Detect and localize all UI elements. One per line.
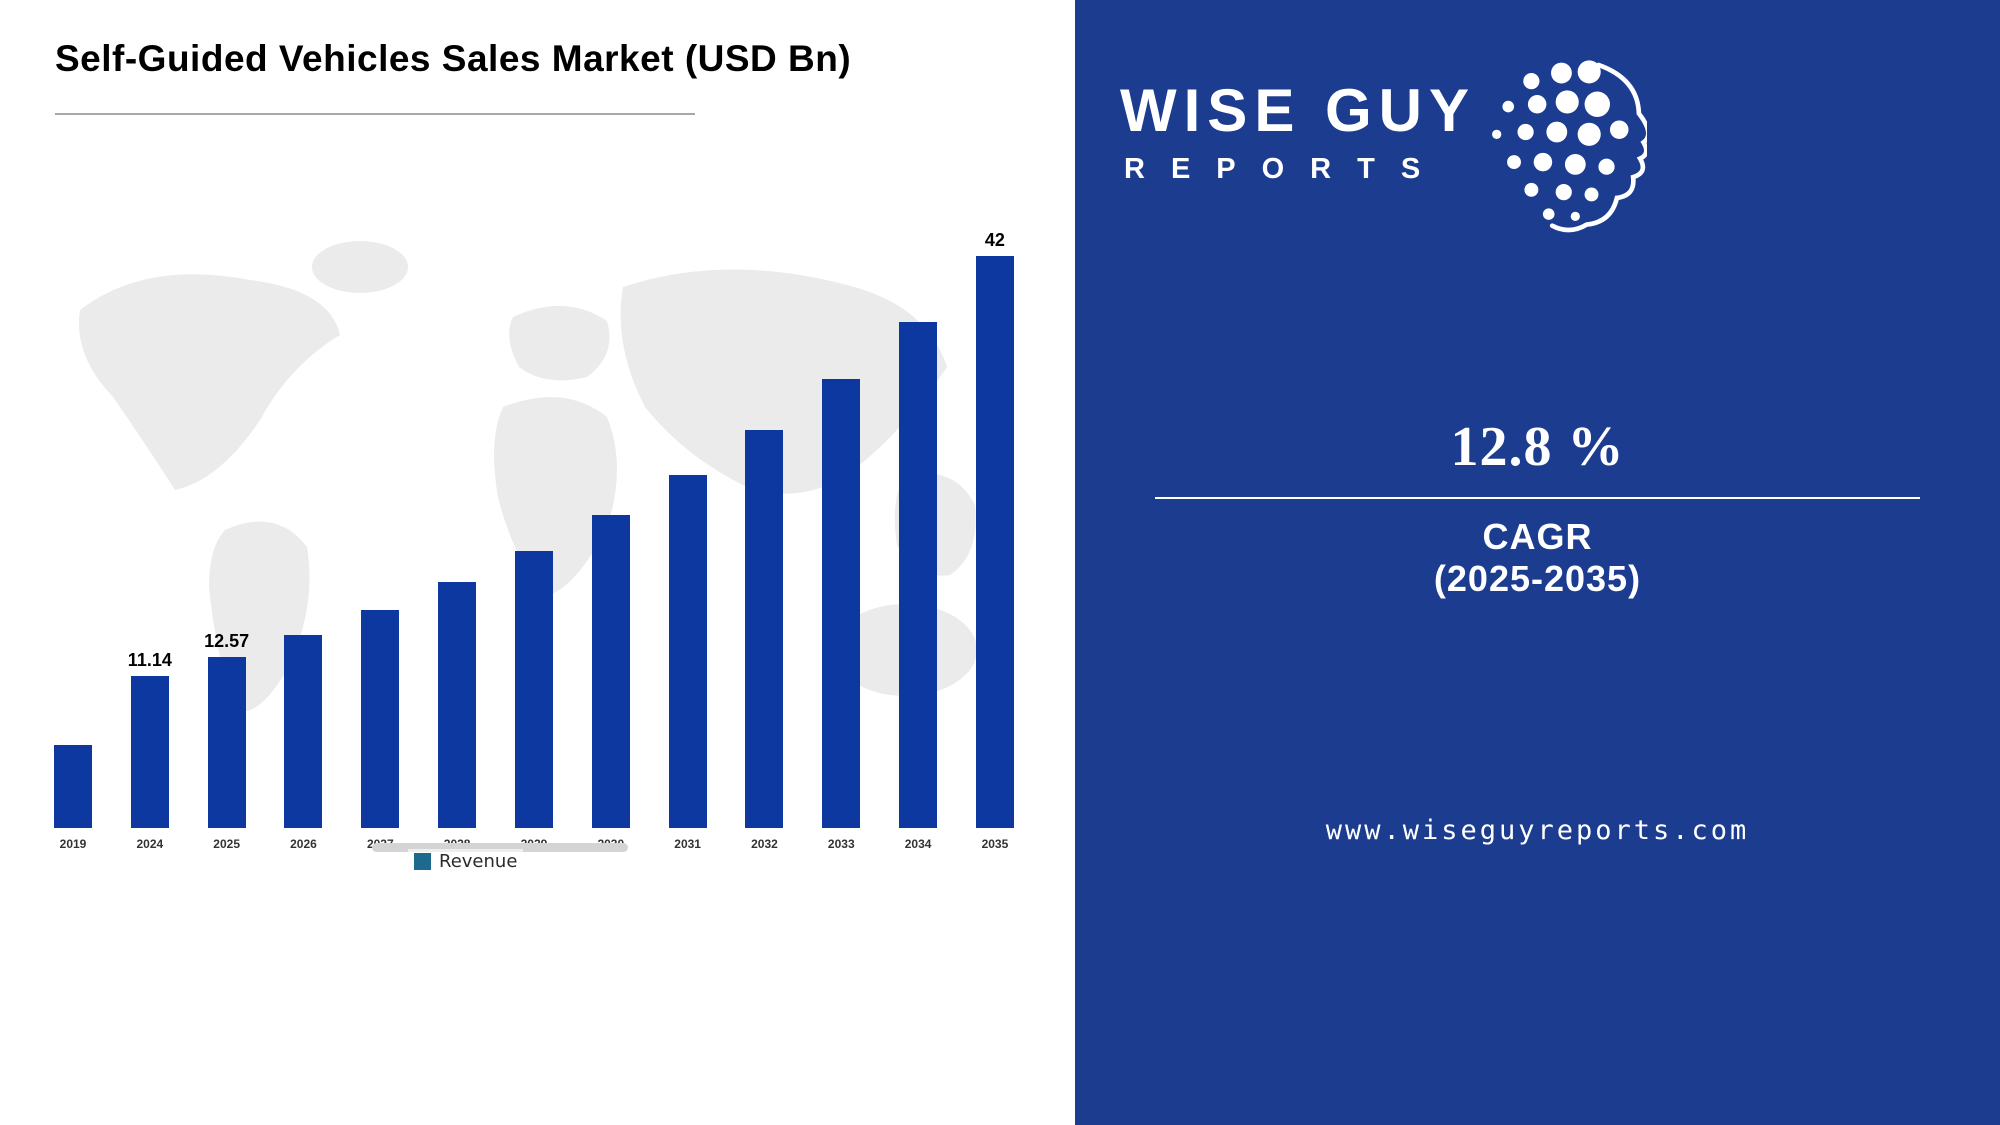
bar	[591, 515, 630, 828]
bar-year-label: 2033	[827, 837, 855, 851]
bar	[54, 745, 92, 828]
logo-line1: WISE GUY	[1120, 77, 1477, 144]
bar-year-label: 2031	[674, 837, 701, 851]
bar-column: 2029	[511, 551, 557, 852]
legend-label: Revenue	[439, 851, 518, 872]
bar-year-label: 2024	[136, 837, 164, 851]
bar	[822, 379, 861, 828]
bar	[899, 322, 938, 828]
bar-column: 2032	[741, 430, 787, 852]
bar	[284, 635, 323, 828]
bar-column: 2019	[50, 745, 96, 852]
bar-year-label: 2026	[290, 837, 317, 851]
bar-year-label: 2034	[904, 837, 932, 851]
cagr-divider	[1155, 497, 1920, 499]
bar-year-label: 2035	[981, 837, 1009, 851]
bar-chart: 2019 11.14 2024 12.57 2025 2026 2027 2028 2029 20…	[50, 192, 1018, 852]
bar	[207, 657, 246, 828]
bar	[361, 610, 400, 828]
bar-column: 42 2035	[972, 230, 1018, 852]
bar	[438, 582, 477, 828]
bar	[975, 256, 1014, 828]
bar-column: 2026	[280, 635, 326, 852]
bar	[745, 430, 784, 828]
logo-text: WISE GUY REPORTS	[1120, 76, 1476, 186]
website-url: www.wiseguyreports.com	[1325, 815, 1750, 846]
bar-column: 2031	[665, 475, 711, 852]
chart-title: Self-Guided Vehicles Sales Market (USD B…	[55, 38, 852, 79]
bar-value-label: 12.57	[204, 631, 250, 651]
wise-guy-reports-logo: WISE GUY REPORTS	[1120, 58, 1680, 243]
bar-column: 2034	[895, 322, 941, 852]
info-panel: WISE GUY REPORTS 12.8 % CAGR (2025-2035)…	[1075, 0, 2000, 1125]
bar-year-label: 2032	[751, 837, 778, 851]
bar-column: 2028	[434, 582, 480, 852]
bar-column: 2027	[357, 610, 403, 852]
cagr-range: (2025-2035)	[1433, 558, 1642, 599]
bar-column: 2033	[818, 379, 864, 852]
cagr-value: 12.8 %	[1450, 416, 1625, 478]
legend-swatch	[414, 853, 431, 870]
bar-value-label: 11.14	[127, 650, 172, 670]
legend-item-revenue[interactable]: Revenue	[408, 849, 524, 874]
legend-scroll-track[interactable]	[372, 843, 628, 852]
title-underline	[55, 113, 695, 115]
bar	[668, 475, 707, 828]
bar	[514, 551, 553, 828]
bar-value-label: 42	[984, 230, 1005, 250]
cagr-label: CAGR	[1482, 516, 1593, 557]
dotted-head-icon	[1492, 60, 1648, 233]
bar-year-label: 2025	[213, 837, 240, 851]
bar-column: 2030	[588, 515, 634, 852]
chart-section: Self-Guided Vehicles Sales Market (USD B…	[50, 38, 1018, 874]
bar-column: 12.57 2025	[204, 631, 250, 852]
bar-column: 11.14 2024	[127, 650, 173, 852]
logo-line2: REPORTS	[1124, 153, 1447, 185]
bar	[130, 676, 169, 828]
bar-year-label: 2019	[59, 837, 87, 851]
